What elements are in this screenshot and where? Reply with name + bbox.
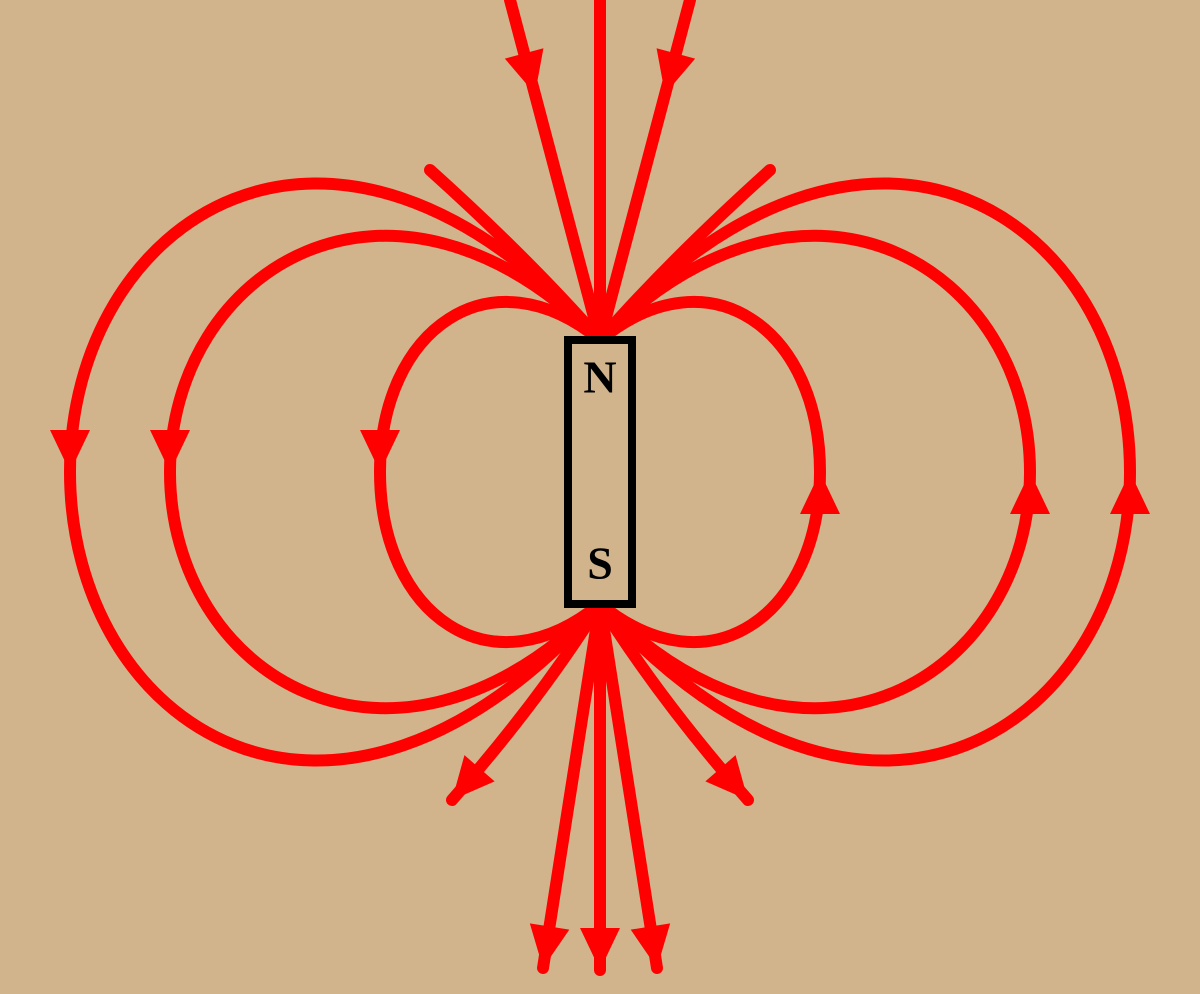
- magnetic-field-diagram: N S: [0, 0, 1200, 994]
- north-pole-label: N: [583, 352, 616, 403]
- south-pole-label: S: [587, 538, 613, 589]
- bar-magnet: N S: [568, 340, 632, 604]
